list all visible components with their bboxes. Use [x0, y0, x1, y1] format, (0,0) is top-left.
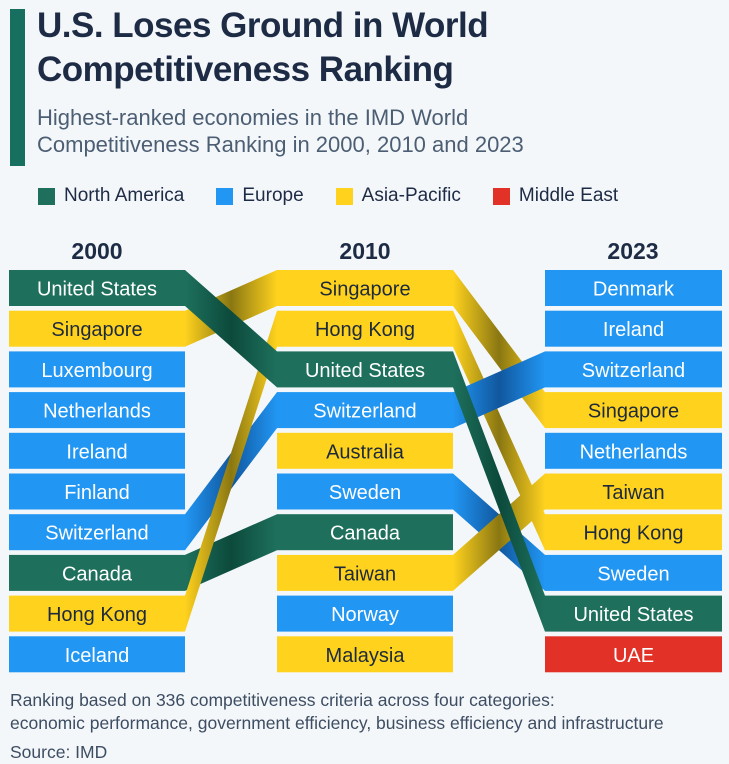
asia-pacific-swatch-icon	[335, 187, 353, 205]
bar-hong-kong-2000	[9, 595, 185, 632]
legend-item-asia-pacific: Asia-Pacific	[335, 185, 461, 207]
page-subtitle: Highest-ranked economies in the IMD Worl…	[37, 104, 524, 158]
bar-label-luxembourg-2000: Luxembourg	[41, 360, 152, 382]
bar-label-hong-kong-2000: Hong Kong	[47, 604, 147, 626]
bar-singapore-2000	[9, 310, 185, 347]
bar-netherlands-2023	[545, 432, 722, 469]
legend: North America Europe Asia-Pacific Middle…	[38, 185, 618, 207]
page-title-line1: U.S. Loses Ground in World	[37, 6, 489, 45]
ribbon-united-states-2000-2010	[185, 270, 277, 388]
bar-iceland-2000	[9, 636, 185, 673]
bar-label-sweden-2023: Sweden	[597, 563, 669, 585]
legend-label: Europe	[242, 185, 304, 206]
bar-united-states-2000	[9, 270, 185, 306]
ribbon-united-states-2010-2023	[453, 351, 545, 632]
bar-label-united-states-2010: United States	[305, 360, 425, 382]
bar-label-denmark-2023: Denmark	[593, 279, 675, 301]
bar-denmark-2023	[545, 270, 722, 306]
page-title-line2: Competitiveness Ranking	[37, 50, 454, 90]
bar-label-ireland-2000: Ireland	[66, 441, 127, 463]
bar-netherlands-2000	[9, 392, 185, 429]
bar-sweden-2010	[277, 473, 453, 510]
legend-item-middle-east: Middle East	[492, 185, 619, 207]
bar-label-hong-kong-2023: Hong Kong	[583, 523, 683, 545]
bar-switzerland-2023	[545, 351, 722, 388]
bar-label-singapore-2023: Singapore	[588, 401, 679, 423]
bar-ireland-2023	[545, 310, 722, 347]
bar-malaysia-2010	[277, 636, 453, 673]
bar-finland-2000	[9, 473, 185, 510]
bar-luxembourg-2000	[9, 351, 185, 388]
legend-label: Asia-Pacific	[361, 185, 461, 206]
bar-label-australia-2010: Australia	[326, 441, 405, 463]
page-subtitle-line1: Highest-ranked economies in the IMD Worl…	[37, 105, 469, 130]
legend-item-europe: Europe	[216, 185, 304, 207]
bar-label-united-states-2023: United States	[573, 604, 693, 626]
europe-swatch-icon	[216, 187, 234, 205]
bar-norway-2010	[277, 595, 453, 632]
bar-label-ireland-2023: Ireland	[603, 319, 664, 341]
source-label: Source: IMD	[10, 741, 108, 762]
bar-label-iceland-2000: Iceland	[65, 645, 130, 667]
bar-label-switzerland-2000: Switzerland	[45, 523, 148, 545]
bar-label-canada-2000: Canada	[62, 563, 133, 585]
title-accent-bar	[10, 9, 25, 166]
bar-label-singapore-2000: Singapore	[51, 319, 142, 341]
bar-singapore-2010	[277, 270, 453, 306]
column-header-2010: 2010	[339, 238, 391, 264]
page-title: U.S. Loses Ground in World Competitivene…	[37, 4, 489, 92]
bar-canada-2010	[277, 514, 453, 551]
legend-label: North America	[64, 185, 185, 206]
bar-switzerland-2000	[9, 514, 185, 551]
ribbon-singapore-2000-2010	[185, 270, 277, 347]
bar-label-switzerland-2010: Switzerland	[313, 401, 416, 423]
column-header-2000: 2000	[71, 238, 123, 264]
page-subtitle-line2: Competitiveness Ranking in 2000, 2010 an…	[37, 132, 524, 158]
ribbon-switzerland-2010-2023	[453, 351, 545, 429]
bar-united-states-2023	[545, 595, 722, 632]
north-america-swatch-icon	[38, 187, 55, 205]
bar-ireland-2000	[9, 432, 185, 469]
bar-sweden-2023	[545, 554, 722, 591]
ribbon-canada-2000-2010	[185, 514, 277, 591]
bar-label-sweden-2010: Sweden	[329, 482, 401, 504]
bar-united-states-2010	[277, 351, 453, 388]
bar-hong-kong-2023	[545, 514, 722, 551]
bar-switzerland-2010	[277, 392, 453, 429]
legend-item-north-america: North America	[38, 185, 184, 207]
bar-taiwan-2010	[277, 554, 453, 591]
bar-label-finland-2000: Finland	[64, 482, 130, 504]
bar-label-united-states-2000: United States	[37, 279, 157, 301]
middle-east-swatch-icon	[492, 187, 510, 205]
column-header-2023: 2023	[607, 238, 659, 264]
legend-label: Middle East	[518, 185, 619, 206]
bar-label-netherlands-2000: Netherlands	[43, 401, 151, 423]
bar-singapore-2023	[545, 392, 722, 429]
bar-label-switzerland-2023: Switzerland	[582, 360, 685, 382]
bar-uae-2023	[545, 636, 722, 673]
bar-label-taiwan-2023: Taiwan	[602, 482, 664, 504]
bar-label-singapore-2010: Singapore	[319, 279, 410, 301]
bar-hong-kong-2010	[277, 310, 453, 347]
bar-australia-2010	[277, 432, 453, 469]
bar-label-uae-2023: UAE	[613, 645, 654, 667]
bar-canada-2000	[9, 554, 185, 591]
bar-label-norway-2010: Norway	[331, 604, 399, 626]
ribbon-hong-kong-2010-2023	[453, 310, 545, 551]
bar-taiwan-2023	[545, 473, 722, 510]
bar-label-hong-kong-2010: Hong Kong	[315, 319, 415, 341]
bar-label-taiwan-2010: Taiwan	[334, 563, 396, 585]
bar-label-canada-2010: Canada	[330, 523, 401, 545]
ribbon-taiwan-2010-2023	[453, 473, 545, 591]
footnote-line1: Ranking based on 336 competitiveness cri…	[10, 690, 555, 710]
bump-chart: United States Singapore Luxembourg Netherla…	[9, 270, 722, 673]
footnote: Ranking based on 336 competitiveness cri…	[10, 689, 664, 764]
ribbon-hong-kong-2000-2010	[185, 310, 277, 632]
bar-label-netherlands-2023: Netherlands	[580, 441, 688, 463]
bar-label-malaysia-2010: Malaysia	[326, 645, 406, 667]
footnote-line2: economic performance, government efficie…	[10, 713, 664, 734]
